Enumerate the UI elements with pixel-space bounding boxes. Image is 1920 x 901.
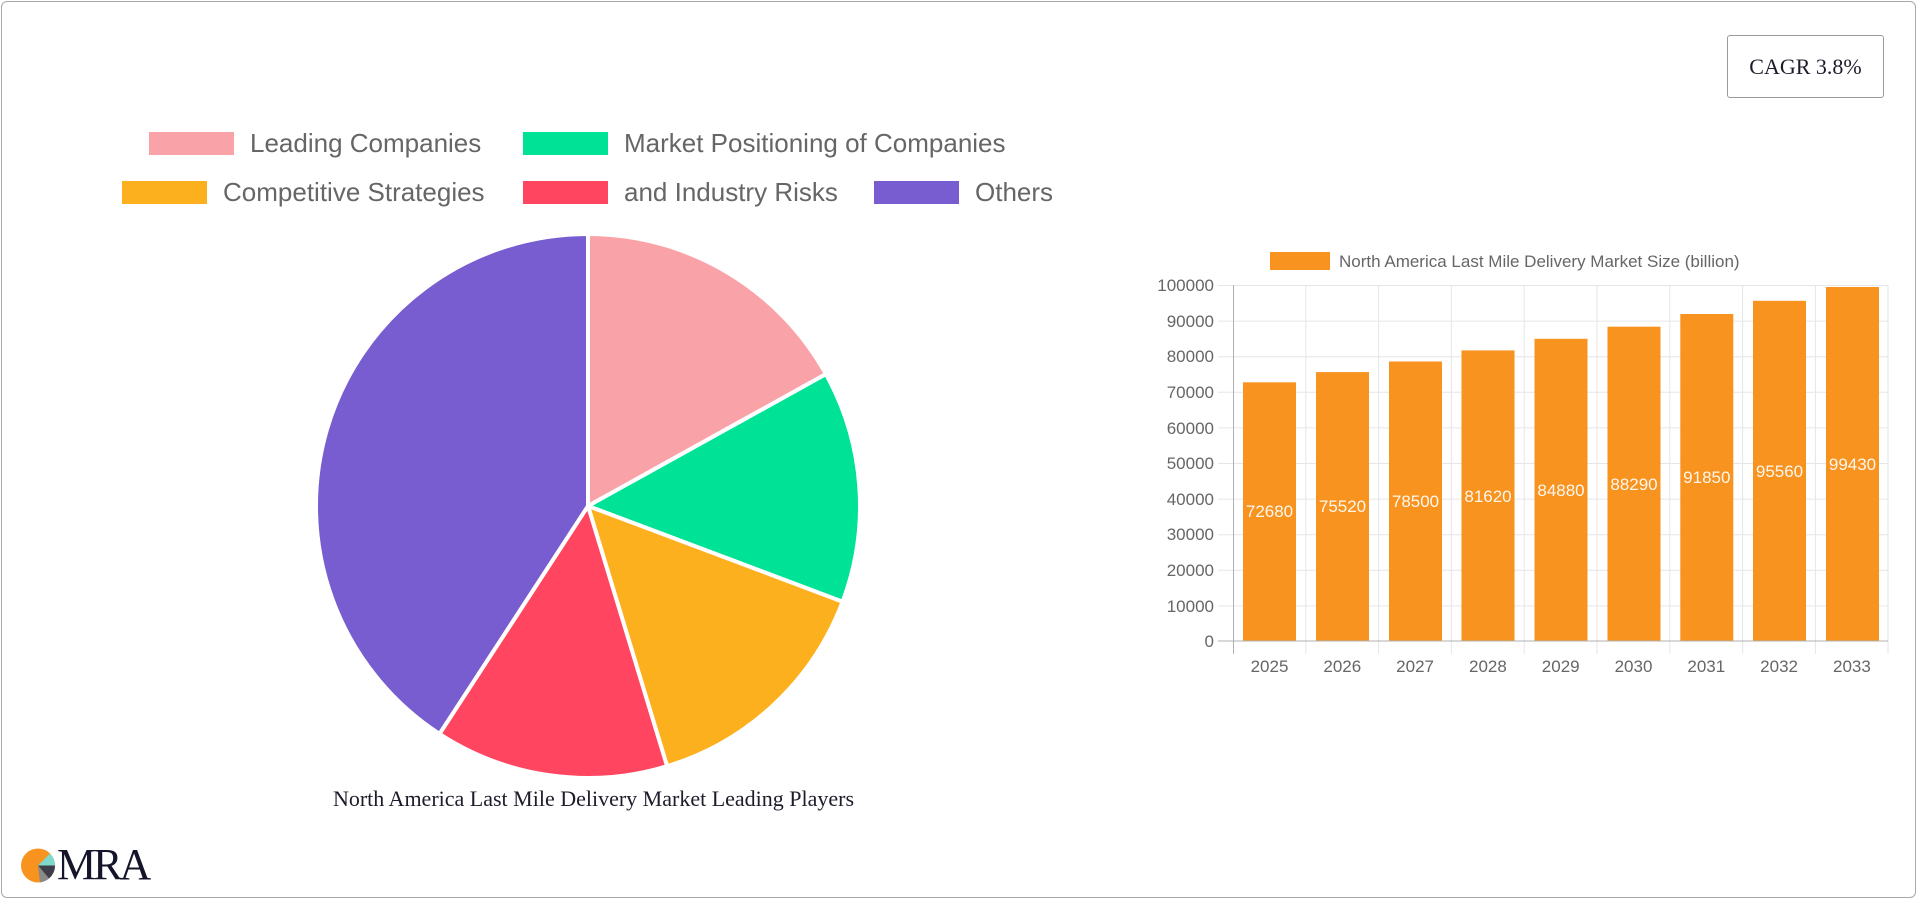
pie-slice-industry-risks[interactable]: [437, 504, 670, 780]
pie-legend-item-market-positioning[interactable]: Market Positioning of Companies: [523, 128, 1006, 158]
legend-swatch: [523, 180, 608, 204]
bar-value-label: 72680: [1246, 502, 1293, 521]
legend-swatch: [122, 180, 207, 204]
pie-slice-competitive-strategies[interactable]: [586, 504, 845, 769]
bar-2025[interactable]: [1243, 382, 1296, 641]
y-tick-label: 30000: [1167, 525, 1214, 544]
x-axis-labels: 2025 2026 2027 2028 2029 2030 2031 2032 …: [1251, 657, 1871, 676]
bar-chart: North America Last Mile Delivery Market …: [1157, 252, 1889, 676]
x-tick-label: 2030: [1615, 657, 1653, 676]
bar-legend-swatch[interactable]: [1270, 252, 1330, 270]
x-tick-label: 2025: [1251, 657, 1289, 676]
y-tick-label: 90000: [1167, 312, 1214, 331]
x-gridlines: [1305, 285, 1889, 654]
logo-text: MRA: [57, 840, 151, 889]
bar-2026[interactable]: [1316, 372, 1369, 641]
legend-label: and Industry Risks: [624, 176, 838, 207]
bar-value-label: 88290: [1610, 475, 1657, 494]
bar-value-label: 78500: [1392, 492, 1439, 511]
logo-pie-icon: [21, 848, 56, 882]
y-tick-label: 80000: [1167, 347, 1214, 366]
y-tick-label: 100000: [1157, 276, 1214, 295]
bar-2033[interactable]: [1826, 287, 1879, 641]
bar-2030[interactable]: [1607, 326, 1661, 641]
bar-2027[interactable]: [1389, 361, 1442, 642]
bar-value-label: 99430: [1829, 455, 1876, 474]
x-tick-label: 2029: [1542, 657, 1580, 676]
x-tick-label: 2026: [1323, 657, 1361, 676]
bar-2032[interactable]: [1753, 300, 1806, 641]
bar-legend-label: North America Last Mile Delivery Market …: [1339, 252, 1740, 271]
y-tick-label: 40000: [1167, 490, 1214, 509]
cagr-badge: CAGR 3.8%: [1727, 35, 1884, 98]
legend-swatch: [149, 131, 234, 155]
y-tick-label: 20000: [1167, 561, 1214, 580]
pie-chart-caption: North America Last Mile Delivery Market …: [332, 786, 855, 811]
bar-value-label: 81620: [1464, 487, 1511, 506]
y-tick-label: 0: [1205, 632, 1214, 651]
x-tick-label: 2028: [1469, 657, 1507, 676]
bar-value-label: 91850: [1683, 468, 1730, 487]
y-tick-label: 10000: [1167, 597, 1214, 616]
legend-label: Market Positioning of Companies: [624, 127, 1006, 158]
y-tick-label: 60000: [1167, 419, 1214, 438]
pie-legend-item-leading-companies[interactable]: Leading Companies: [149, 128, 481, 158]
bar-value-label: 84880: [1537, 481, 1584, 500]
y-tick-label: 70000: [1167, 383, 1214, 402]
x-tick-label: 2032: [1760, 657, 1798, 676]
bar-value-labels: 72680 75520 78500 81620 84880 88290 9185…: [1246, 455, 1876, 521]
legend-label: Competitive Strategies: [223, 176, 485, 207]
y-tick-label: 50000: [1167, 454, 1214, 473]
pie-legend-item-industry-risks[interactable]: and Industry Risks: [523, 177, 838, 207]
bar-value-label: 95560: [1756, 462, 1803, 481]
legend-swatch: [523, 131, 608, 155]
legend-swatch: [874, 180, 959, 204]
x-tick-label: 2031: [1687, 657, 1725, 676]
y-axis-labels: 100000 90000 80000 70000 60000 50000 400…: [1157, 276, 1214, 651]
pie-slice-market-positioning[interactable]: [586, 372, 862, 604]
bar-2031[interactable]: [1680, 314, 1734, 641]
pie-chart: [313, 232, 862, 780]
bar-2028[interactable]: [1461, 350, 1515, 641]
pie-legend-item-competitive-strategies[interactable]: Competitive Strategies: [122, 177, 485, 207]
pie-slice-leading-companies[interactable]: [586, 232, 828, 508]
pie-legend-item-others[interactable]: Others: [874, 177, 1053, 207]
legend-label: Leading Companies: [250, 127, 482, 158]
pie-slice-others[interactable]: [313, 232, 590, 736]
bar-value-label: 75520: [1319, 497, 1366, 516]
x-tick-label: 2033: [1833, 657, 1871, 676]
bar-2029[interactable]: [1534, 338, 1588, 641]
bars: [1243, 287, 1879, 641]
mra-logo: MRA: [20, 840, 151, 889]
x-tick-label: 2027: [1396, 657, 1434, 676]
legend-label: Others: [975, 176, 1054, 207]
